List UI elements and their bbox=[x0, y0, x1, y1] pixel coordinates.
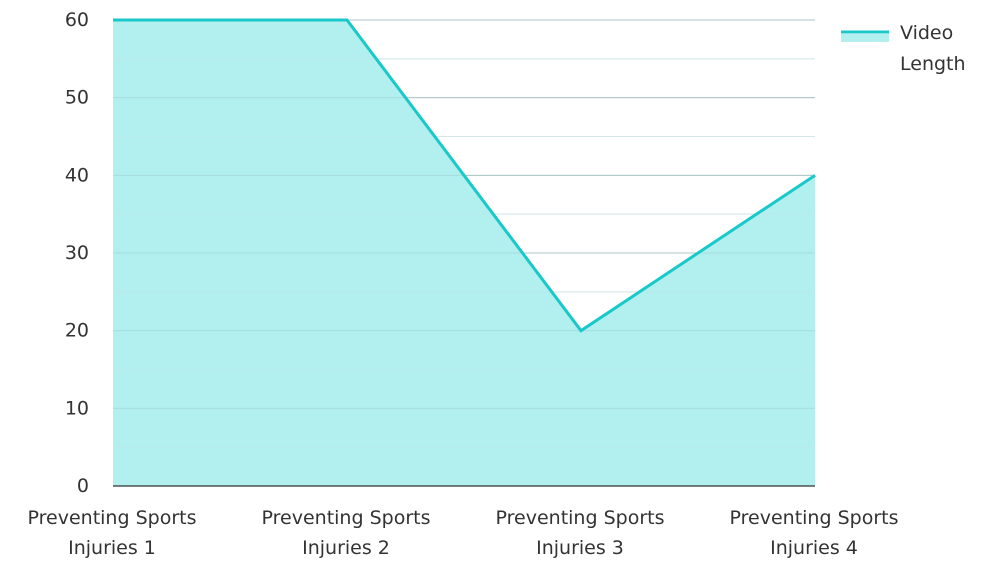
legend-label: Video Length bbox=[900, 22, 966, 75]
x-tick-label: Preventing Sports Injuries 1 bbox=[28, 507, 197, 559]
y-tick-label: 60 bbox=[65, 9, 89, 31]
x-tick-label-line: Injuries 2 bbox=[302, 537, 390, 559]
y-tick-label: 0 bbox=[77, 475, 89, 497]
legend-label-line: Length bbox=[900, 53, 966, 75]
x-tick-label: Preventing Sports Injuries 2 bbox=[262, 507, 431, 559]
legend-fill-swatch bbox=[841, 34, 889, 42]
y-tick-label: 30 bbox=[65, 242, 89, 264]
y-tick-label: 50 bbox=[65, 87, 89, 109]
x-tick-label-line: Preventing Sports bbox=[28, 507, 197, 529]
x-tick-label-line: Injuries 1 bbox=[68, 537, 156, 559]
y-tick-label: 20 bbox=[65, 320, 89, 342]
plot-area bbox=[113, 20, 815, 486]
x-tick-label-line: Preventing Sports bbox=[262, 507, 431, 529]
legend-label-line: Video bbox=[900, 22, 953, 44]
x-tick-label: Preventing Sports Injuries 3 bbox=[496, 507, 665, 559]
x-tick-label: Preventing Sports Injuries 4 bbox=[730, 507, 899, 559]
x-tick-label-line: Preventing Sports bbox=[730, 507, 899, 529]
x-tick-label-line: Injuries 3 bbox=[536, 537, 624, 559]
y-tick-label: 10 bbox=[65, 397, 89, 419]
x-tick-label-line: Preventing Sports bbox=[496, 507, 665, 529]
legend: Video Length bbox=[841, 22, 966, 75]
y-tick-label: 40 bbox=[65, 164, 89, 186]
x-tick-label-line: Injuries 4 bbox=[770, 537, 858, 559]
